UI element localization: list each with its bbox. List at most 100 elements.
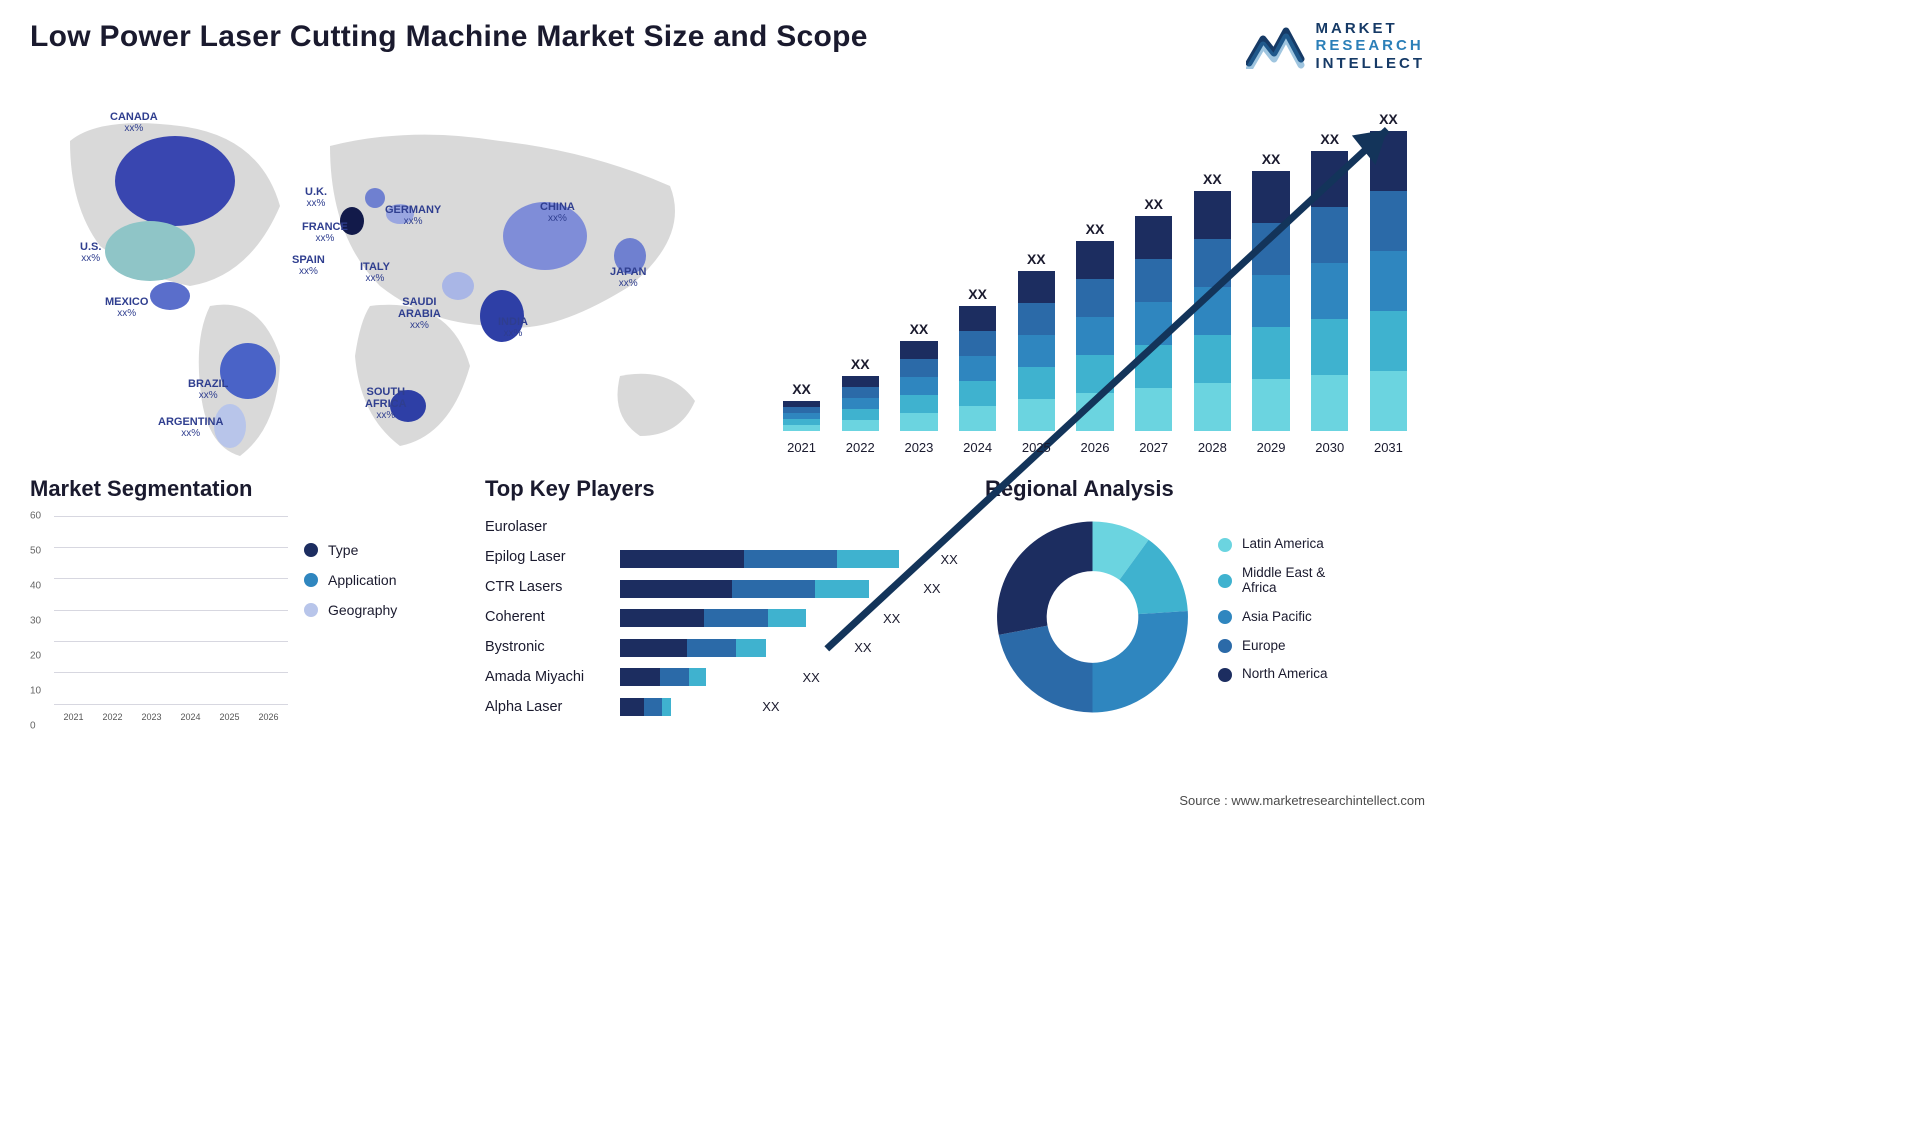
- regional-panel: Regional Analysis Latin AmericaMiddle Ea…: [985, 476, 1425, 731]
- bar-value-label: XX: [968, 286, 987, 302]
- seg-ytick: 60: [30, 510, 41, 521]
- key-player-value-label: XX: [923, 581, 940, 596]
- regional-legend-item: North America: [1218, 667, 1425, 682]
- legend-label: Application: [328, 572, 397, 588]
- key-players-panel: Top Key Players EurolaserEpilog LaserCTR…: [485, 476, 965, 731]
- key-player-name: Coherent: [485, 609, 620, 625]
- main-bar-year: 2025: [1010, 440, 1063, 455]
- key-player-name: CTR Lasers: [485, 579, 620, 595]
- donut-slice: [997, 521, 1092, 634]
- legend-label: North America: [1242, 667, 1328, 682]
- map-label: SAUDIARABIAxx%: [398, 296, 441, 331]
- main-bar-year: 2021: [775, 440, 828, 455]
- bar-value-label: XX: [1086, 221, 1105, 237]
- bar-value-label: XX: [1027, 251, 1046, 267]
- main-bar-column: XX: [1245, 151, 1298, 431]
- key-player-bar-row: XX: [620, 549, 965, 569]
- logo-icon: [1246, 23, 1306, 69]
- main-bar-column: XX: [1303, 131, 1356, 431]
- brand-logo: MARKET RESEARCH INTELLECT: [1246, 20, 1426, 72]
- key-player-value-label: XX: [941, 552, 958, 567]
- key-player-value-label: XX: [883, 611, 900, 626]
- header: Low Power Laser Cutting Machine Market S…: [30, 20, 1425, 72]
- world-map: CANADAxx%U.S.xx%MEXICOxx%BRAZILxx%ARGENT…: [30, 86, 735, 461]
- source-label: Source : www.marketresearchintellect.com: [1179, 793, 1425, 808]
- key-player-value-label: XX: [803, 670, 820, 685]
- bar-value-label: XX: [1144, 196, 1163, 212]
- main-bar-year: 2031: [1362, 440, 1415, 455]
- map-label: U.K.xx%: [305, 186, 327, 209]
- seg-year-label: 2026: [258, 712, 278, 722]
- map-label: CANADAxx%: [110, 111, 158, 134]
- regional-legend: Latin AmericaMiddle East &AfricaAsia Pac…: [1200, 537, 1425, 696]
- map-label: ARGENTINAxx%: [158, 416, 223, 439]
- seg-year-label: 2025: [219, 712, 239, 722]
- seg-year-label: 2021: [63, 712, 83, 722]
- key-player-bar-row: XX: [620, 608, 965, 628]
- main-bar-column: XX: [1010, 251, 1063, 431]
- logo-line3: INTELLECT: [1316, 55, 1426, 72]
- seg-ytick: 0: [30, 720, 36, 731]
- main-bar-column: XX: [892, 321, 945, 431]
- legend-label: Europe: [1242, 639, 1286, 654]
- key-player-name: Eurolaser: [485, 519, 620, 535]
- donut-slice: [1093, 611, 1188, 712]
- key-player-bar-row: XX: [620, 667, 965, 687]
- key-player-name: Alpha Laser: [485, 699, 620, 715]
- map-label: GERMANYxx%: [385, 204, 441, 227]
- map-label: SOUTHAFRICAxx%: [365, 386, 407, 421]
- key-players-title: Top Key Players: [485, 476, 965, 502]
- key-player-bar-row: [620, 520, 965, 540]
- key-player-name: Bystronic: [485, 639, 620, 655]
- top-row: CANADAxx%U.S.xx%MEXICOxx%BRAZILxx%ARGENT…: [30, 86, 1425, 461]
- main-bar-column: XX: [951, 286, 1004, 431]
- key-player-bar-row: XX: [620, 697, 965, 717]
- legend-dot-icon: [304, 603, 318, 617]
- map-label: MEXICOxx%: [105, 296, 148, 319]
- segmentation-title: Market Segmentation: [30, 476, 465, 502]
- main-bar-year: 2023: [892, 440, 945, 455]
- logo-text: MARKET RESEARCH INTELLECT: [1316, 20, 1426, 72]
- map-label: CHINAxx%: [540, 201, 575, 224]
- legend-label: Geography: [328, 602, 397, 618]
- bottom-row: Market Segmentation 20212022202320242025…: [30, 476, 1425, 731]
- legend-dot-icon: [1218, 538, 1232, 552]
- bar-value-label: XX: [1203, 171, 1222, 187]
- seg-legend-item: Type: [304, 542, 465, 558]
- map-label: INDIAxx%: [498, 316, 528, 339]
- regional-legend-item: Asia Pacific: [1218, 610, 1425, 625]
- seg-ytick: 20: [30, 650, 41, 661]
- main-bar-year: 2029: [1245, 440, 1298, 455]
- bar-value-label: XX: [910, 321, 929, 337]
- segmentation-panel: Market Segmentation 20212022202320242025…: [30, 476, 465, 731]
- logo-line1: MARKET: [1316, 20, 1426, 37]
- main-bar-year: 2026: [1068, 440, 1121, 455]
- main-bar-year: 2022: [834, 440, 887, 455]
- page-root: Low Power Laser Cutting Machine Market S…: [0, 0, 1455, 816]
- seg-ytick: 10: [30, 685, 41, 696]
- bar-value-label: XX: [792, 381, 811, 397]
- main-bar-year: 2027: [1127, 440, 1180, 455]
- main-bar-column: XX: [1127, 196, 1180, 431]
- legend-dot-icon: [304, 543, 318, 557]
- regional-legend-item: Latin America: [1218, 537, 1425, 552]
- bar-value-label: XX: [1262, 151, 1281, 167]
- segmentation-chart: 202120222023202420252026 0102030405060: [30, 512, 290, 722]
- legend-dot-icon: [1218, 668, 1232, 682]
- main-bar-chart: XXXXXXXXXXXXXXXXXXXXXX 20212022202320242…: [735, 86, 1425, 461]
- logo-line2: RESEARCH: [1316, 37, 1426, 54]
- seg-ytick: 30: [30, 615, 41, 626]
- key-player-value-label: XX: [854, 640, 871, 655]
- donut-slice: [999, 625, 1093, 712]
- key-player-name: Amada Miyachi: [485, 669, 620, 685]
- legend-dot-icon: [1218, 610, 1232, 624]
- page-title: Low Power Laser Cutting Machine Market S…: [30, 20, 868, 54]
- legend-label: Type: [328, 542, 358, 558]
- regional-donut: [985, 512, 1200, 722]
- key-players-bars: XXXXXXXXXXXX: [620, 512, 965, 722]
- main-bar-column: XX: [1068, 221, 1121, 431]
- regional-title: Regional Analysis: [985, 476, 1425, 502]
- seg-legend-item: Application: [304, 572, 465, 588]
- main-bar-year: 2030: [1303, 440, 1356, 455]
- key-player-value-label: XX: [762, 699, 779, 714]
